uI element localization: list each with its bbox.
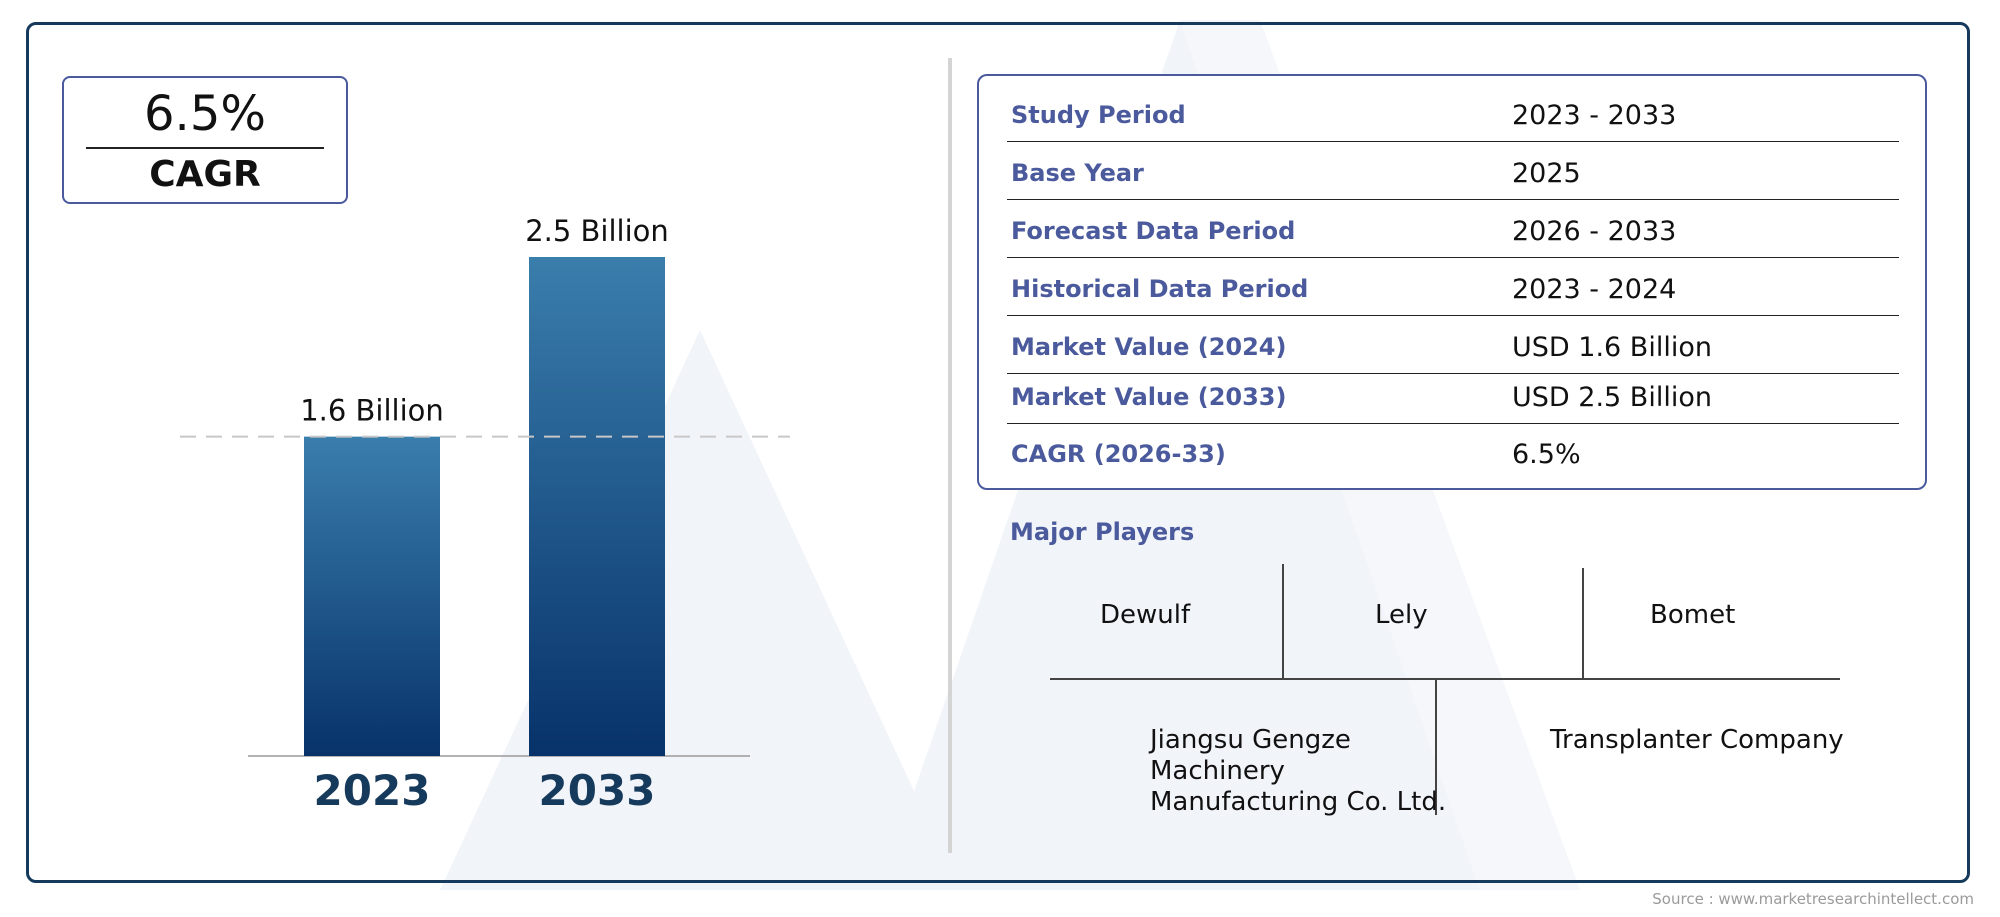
bar-value-label: 2.5 Billion	[525, 214, 669, 248]
info-row: Study Period 2023 - 2033	[1007, 76, 1899, 142]
player-dewulf: Dewulf	[1100, 600, 1191, 630]
source-credit: Source : www.marketresearchintellect.com	[1652, 890, 1974, 908]
bar-chart: 1.6 Billion 2023 2.5 Billion 2033	[180, 214, 790, 815]
bar-2023	[304, 436, 440, 756]
info-row: Forecast Data Period 2026 - 2033	[1007, 200, 1899, 258]
info-row-label: Base Year	[1011, 159, 1144, 187]
info-row-value: 6.5%	[1512, 439, 1581, 470]
info-row-label: CAGR (2026-33)	[1011, 440, 1226, 468]
player-transplanter-company: Transplanter Company	[1550, 725, 1844, 755]
info-row-label: Market Value (2033)	[1011, 383, 1287, 411]
market-info-table: Study Period 2023 - 2033 Base Year 2025 Fore…	[977, 74, 1927, 490]
category-label: 2033	[539, 766, 656, 815]
info-row-label: Forecast Data Period	[1011, 217, 1296, 245]
player-bomet: Bomet	[1650, 600, 1736, 630]
players-divider	[1582, 568, 1584, 678]
players-divider	[1435, 679, 1437, 815]
info-row: Market Value (2024) USD 1.6 Billion	[1007, 316, 1899, 374]
major-players-title: Major Players	[1010, 518, 1195, 546]
player-jiangsu-gengze: Jiangsu Gengze Machinery Manufacturing C…	[1150, 725, 1447, 817]
cagr-card: 6.5% CAGR	[62, 76, 348, 204]
info-row-value: 2025	[1512, 158, 1581, 189]
info-row-label: Study Period	[1011, 101, 1186, 129]
category-label: 2023	[314, 766, 431, 815]
info-row-label: Market Value (2024)	[1011, 333, 1287, 361]
players-divider	[1282, 564, 1284, 678]
bar-value-label: 1.6 Billion	[300, 394, 444, 428]
info-row-value: USD 2.5 Billion	[1512, 382, 1712, 413]
bar-2033	[529, 257, 665, 756]
info-row-label: Historical Data Period	[1011, 275, 1309, 303]
info-row: CAGR (2026-33) 6.5%	[1007, 424, 1899, 480]
cagr-divider	[86, 147, 324, 149]
info-row-value: USD 1.6 Billion	[1512, 332, 1712, 363]
outer-frame	[26, 22, 1970, 883]
cagr-label: CAGR	[149, 154, 261, 195]
vertical-divider	[948, 58, 952, 853]
info-row: Base Year 2025	[1007, 142, 1899, 200]
info-row-value: 2023 - 2024	[1512, 274, 1677, 305]
info-row-value: 2026 - 2033	[1512, 216, 1677, 247]
cagr-value: 6.5%	[144, 86, 266, 142]
info-row: Historical Data Period 2023 - 2024	[1007, 258, 1899, 316]
info-row: Market Value (2033) USD 2.5 Billion	[1007, 374, 1899, 424]
info-row-value: 2023 - 2033	[1512, 100, 1677, 131]
player-lely: Lely	[1375, 600, 1428, 630]
players-divider	[1050, 678, 1840, 680]
